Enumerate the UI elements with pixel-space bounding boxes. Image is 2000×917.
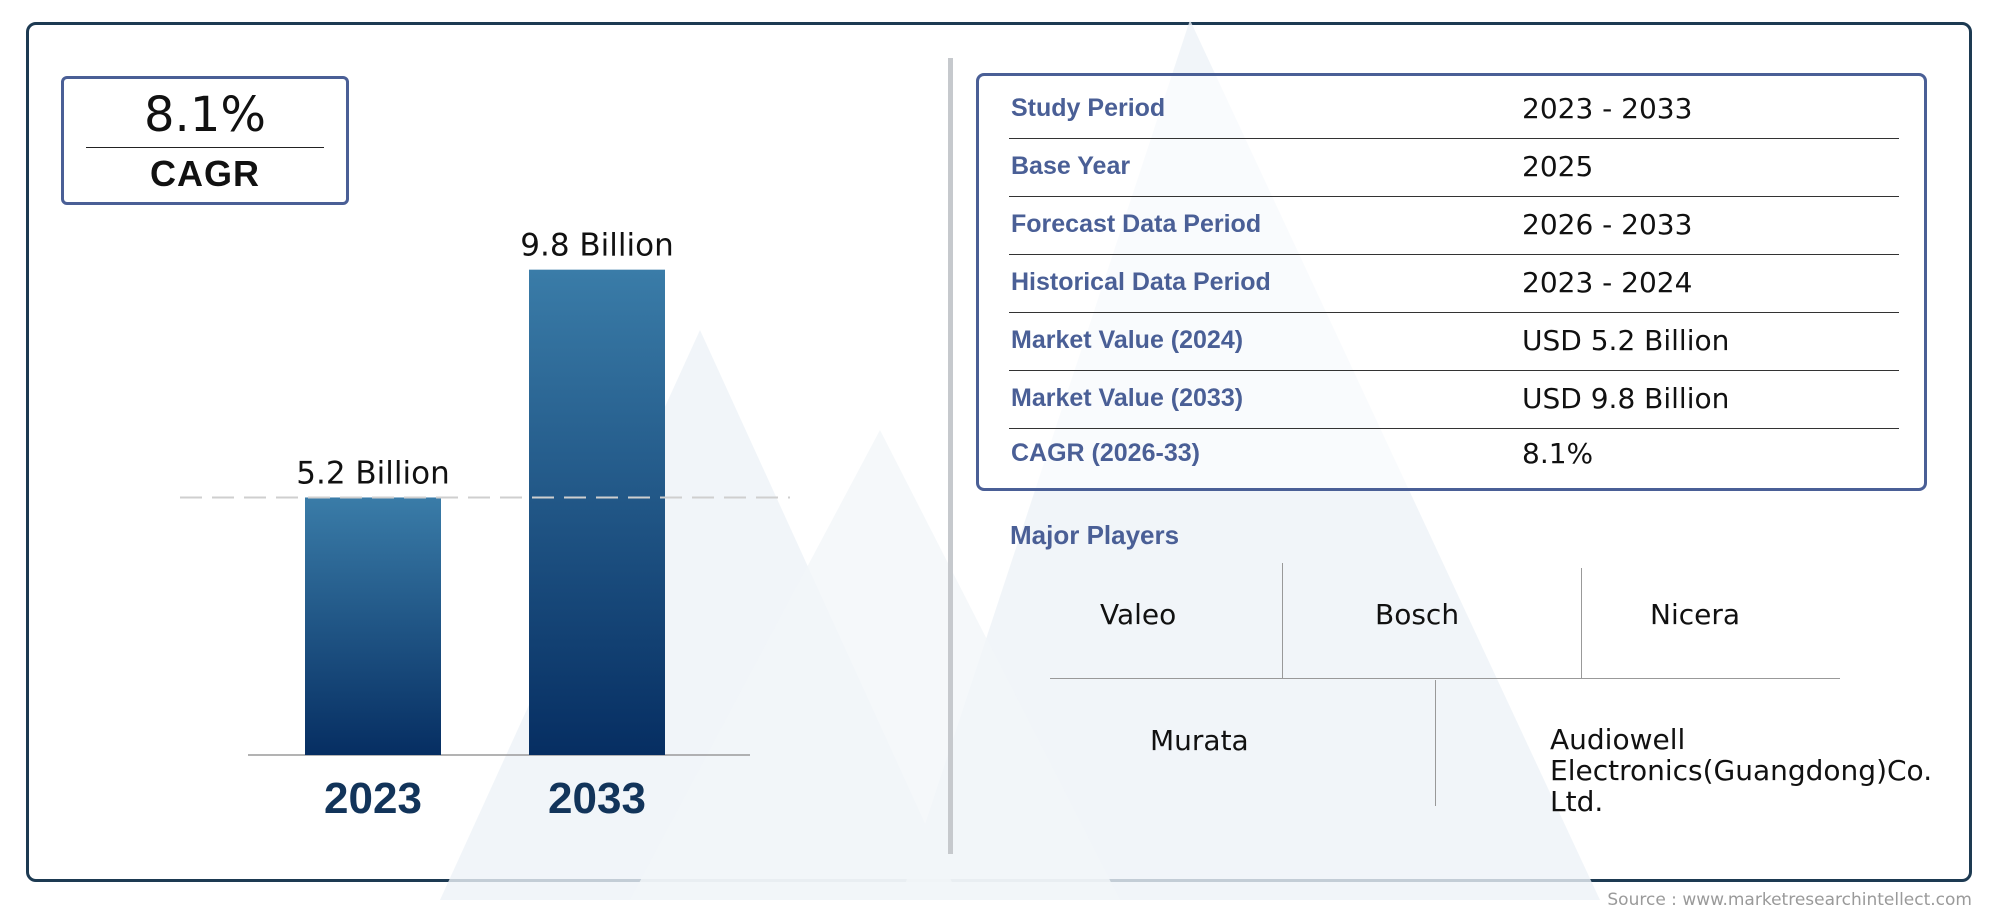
cagr-label: CAGR [150,153,260,194]
bar [305,497,441,755]
source-credit: Source : www.marketresearchintellect.com [1607,890,1972,910]
player-name: Bosch [1375,598,1460,631]
summary-row-label: Market Value (2024) [1011,326,1244,354]
major-players-title: Major Players [1010,520,1180,550]
player-name: Valeo [1100,598,1177,631]
player-name: Nicera [1650,598,1741,631]
bar [529,269,665,755]
cagr-divider [86,147,324,148]
player-name: Murata [1150,724,1249,757]
summary-row: Historical Data Period 2023 - 2024 [1009,254,1899,313]
players-grid-line [1282,563,1283,678]
summary-row-label: Historical Data Period [1011,268,1271,296]
summary-row-value: USD 5.2 Billion [1522,324,1730,357]
market-size-bar-chart: 5.2 Billion 2023 9.8 Billion 2033 [180,228,790,823]
summary-row-label: Forecast Data Period [1011,210,1262,238]
summary-row-label: Market Value (2033) [1011,384,1244,412]
players-grid-line [1435,680,1436,806]
players-grid-line [1581,568,1582,678]
summary-row: Forecast Data Period 2026 - 2033 [1009,196,1899,255]
bar-value-label: 5.2 Billion [296,455,450,491]
summary-row: Market Value (2024) USD 5.2 Billion [1009,312,1899,371]
cagr-value: 8.1% [144,87,266,143]
players-grid-line [1050,678,1840,679]
bar-value-label: 9.8 Billion [520,228,674,264]
summary-row: Base Year 2025 [1009,138,1899,197]
x-tick-label: 2033 [548,774,646,823]
summary-row-value: 2023 - 2033 [1522,92,1693,125]
summary-row-label: Base Year [1011,152,1131,180]
summary-row-value: 2025 [1522,150,1594,183]
x-tick-label: 2023 [324,774,422,823]
cagr-badge: 8.1% CAGR [61,76,349,205]
summary-row-value: 2026 - 2033 [1522,208,1693,241]
player-name: Audiowell Electronics(Guangdong)Co. Ltd. [1550,723,1933,818]
summary-row: Market Value (2033) USD 9.8 Billion [1009,370,1899,429]
summary-row-label: CAGR (2026-33) [1011,439,1200,467]
summary-row: Study Period 2023 - 2033 [1009,80,1899,139]
summary-row-label: Study Period [1011,94,1166,122]
summary-row-value: USD 9.8 Billion [1522,382,1730,415]
summary-row-value: 8.1% [1522,437,1594,470]
summary-row: CAGR (2026-33) 8.1% [1009,425,1899,483]
summary-table: Study Period 2023 - 2033 Base Year 2025 Fore… [976,73,1927,491]
summary-row-value: 2023 - 2024 [1522,266,1693,299]
panel-divider [948,58,953,854]
